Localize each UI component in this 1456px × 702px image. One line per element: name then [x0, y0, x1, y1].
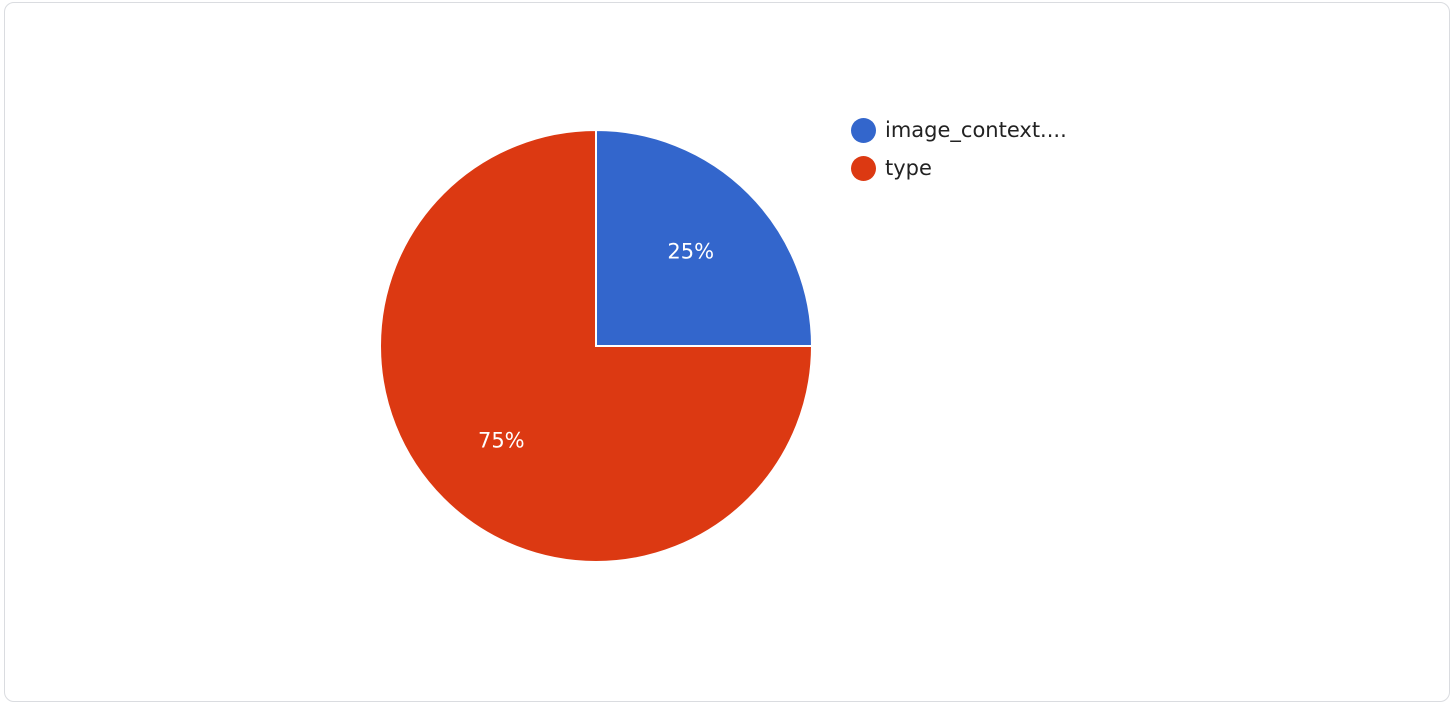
legend: image_context.... type	[851, 111, 1067, 187]
pie-slice-1[interactable]	[379, 128, 814, 563]
pie-slice-label-1: 75%	[478, 429, 525, 453]
legend-item-image-context[interactable]: image_context....	[851, 111, 1067, 149]
legend-label-type: type	[885, 156, 932, 180]
pie-slices	[379, 128, 814, 563]
pie-slice-0[interactable]	[595, 128, 814, 347]
legend-item-type[interactable]: type	[851, 149, 1067, 187]
legend-label-image-context: image_context....	[885, 118, 1067, 142]
pie-slice-label-0: 25%	[667, 239, 714, 263]
pie-labels: 25% 75%	[478, 239, 714, 452]
legend-swatch-type	[851, 155, 876, 181]
legend-swatch-image-context	[851, 117, 876, 143]
